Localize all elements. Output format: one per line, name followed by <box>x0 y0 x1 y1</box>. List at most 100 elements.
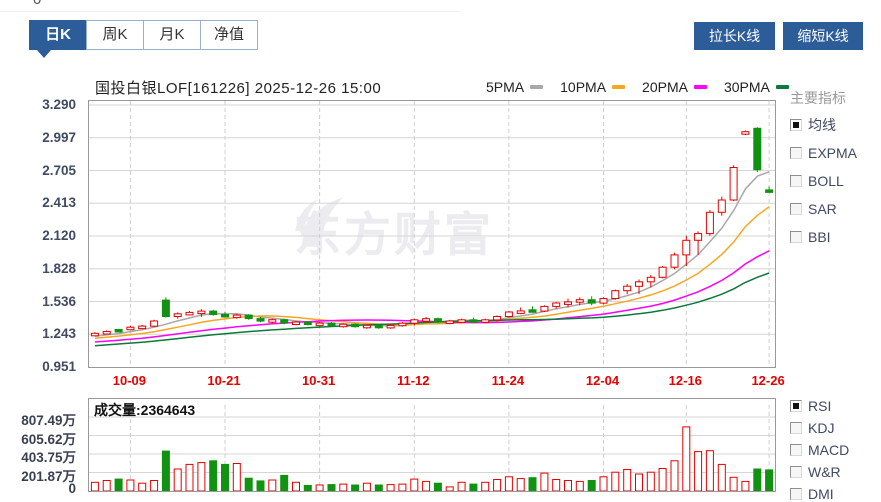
indicator-boll[interactable]: BOLL <box>790 173 844 189</box>
stretch-kline-button[interactable]: 拉长K线 <box>694 22 775 50</box>
legend-10pma-swatch-icon <box>612 85 626 89</box>
legend-5pma: 5PMA <box>486 79 544 95</box>
candle-body <box>102 331 111 335</box>
candle-body <box>150 320 159 327</box>
candle-body <box>564 301 572 305</box>
checkbox-wr[interactable] <box>790 466 802 478</box>
volume-axis-label: 807.49万 <box>21 413 76 428</box>
date-axis-label: 10-31 <box>302 373 336 388</box>
candle-body <box>244 314 253 320</box>
volume-bar <box>256 480 265 491</box>
cutoff-axis-label: 0 <box>33 0 41 8</box>
checkbox-boll[interactable] <box>790 175 802 187</box>
checkbox-ma[interactable] <box>790 119 802 131</box>
candle-body <box>410 319 419 324</box>
candle-body <box>599 298 608 304</box>
tab-daily-k[interactable]: 日K <box>29 20 87 50</box>
volume-bar <box>327 484 336 491</box>
candle-body <box>209 310 218 316</box>
price-axis-label: 2.413 <box>42 195 76 211</box>
volume-bar <box>244 477 253 491</box>
indicator-kdj-label: KDJ <box>808 420 835 436</box>
volume-bar <box>599 476 608 491</box>
volume-bar <box>422 480 431 491</box>
volume-bar <box>741 480 750 491</box>
volume-bar <box>516 478 525 491</box>
volume-axis-label: 201.87万 <box>21 468 76 484</box>
indicator-dmi[interactable]: DMI <box>790 486 834 502</box>
volume-bar <box>150 480 159 491</box>
candle-body <box>516 310 525 314</box>
volume-bar <box>445 486 454 491</box>
indicator-wr[interactable]: W&R <box>790 464 841 480</box>
candle-body <box>315 322 324 327</box>
price-axis-label: 2.705 <box>42 162 76 178</box>
candle-body <box>694 233 703 241</box>
tab-net-value[interactable]: 净值 <box>200 20 258 50</box>
volume-bar <box>374 484 383 491</box>
main-indicators-title: 主要指标 <box>790 90 846 106</box>
candle-body <box>173 313 182 318</box>
tab-weekly-k[interactable]: 周K <box>86 20 144 50</box>
checkbox-expma[interactable] <box>790 147 802 159</box>
candle-body <box>635 281 643 287</box>
candle-body <box>339 323 348 328</box>
indicator-sar[interactable]: SAR <box>790 201 837 217</box>
volume-bar <box>635 473 643 491</box>
checkbox-kdj[interactable] <box>790 422 802 434</box>
price-axis: 3.290 2.997 2.705 2.413 2.120 1.828 1.536 1.243… <box>0 97 82 374</box>
volume-bar <box>705 450 714 491</box>
date-axis-label: 10-21 <box>207 373 241 388</box>
indicator-ma[interactable]: 均线 <box>790 117 836 133</box>
candle-body <box>398 322 407 327</box>
volume-axis-label: 403.75万 <box>21 450 76 465</box>
indicator-boll-label: BOLL <box>808 173 844 189</box>
candle-body <box>457 319 466 323</box>
candle-body <box>362 324 371 329</box>
candle-body <box>705 211 714 235</box>
checkbox-rsi[interactable] <box>790 400 802 412</box>
shrink-kline-button[interactable]: 缩短K线 <box>783 22 863 50</box>
checkbox-bbi[interactable] <box>790 231 802 243</box>
indicator-bbi[interactable]: BBI <box>790 229 831 245</box>
candle-body <box>682 239 691 256</box>
indicator-expma[interactable]: EXPMA <box>790 145 857 161</box>
candle-body <box>268 319 277 323</box>
candle-body <box>114 329 123 333</box>
candle-body <box>374 324 383 329</box>
volume-bar <box>303 485 312 491</box>
tab-monthly-k[interactable]: 月K <box>143 20 201 50</box>
volume-bar <box>623 469 632 491</box>
date-axis: 10-09 10-21 10-31 11-12 11-24 12-04 12-16 12-26 <box>88 371 785 389</box>
candle-body <box>575 299 584 303</box>
indicator-rsi[interactable]: RSI <box>790 398 831 414</box>
candle-body <box>729 167 738 201</box>
candle-body <box>422 318 431 322</box>
candle-body <box>445 320 454 324</box>
checkbox-sar[interactable] <box>790 203 802 215</box>
indicator-kdj[interactable]: KDJ <box>790 420 834 436</box>
checkbox-macd[interactable] <box>790 444 802 456</box>
indicator-expma-label: EXPMA <box>808 145 858 161</box>
volume-bar <box>386 484 395 491</box>
volume-bar <box>504 476 513 491</box>
candle-body <box>303 321 312 325</box>
indicator-macd[interactable]: MACD <box>790 442 849 458</box>
volume-bar <box>161 450 170 491</box>
volume-bar <box>90 481 99 491</box>
legend-30pma-label: 30PMA <box>723 79 770 95</box>
volume-bar <box>102 480 111 491</box>
legend-10pma: 10PMA <box>560 79 626 95</box>
volume-bar <box>138 482 147 491</box>
volume-bar <box>658 468 667 491</box>
date-axis-label: 12-26 <box>751 373 785 388</box>
volume-bar <box>268 479 277 491</box>
price-axis-label: 1.243 <box>42 326 76 342</box>
indicator-rsi-label: RSI <box>808 398 832 414</box>
volume-bar <box>221 463 229 491</box>
volume-bar <box>185 463 194 491</box>
volume-bar <box>717 463 726 491</box>
ma-line-10PMA <box>94 206 770 339</box>
checkbox-dmi[interactable] <box>790 488 802 500</box>
volume-bar <box>433 482 442 491</box>
